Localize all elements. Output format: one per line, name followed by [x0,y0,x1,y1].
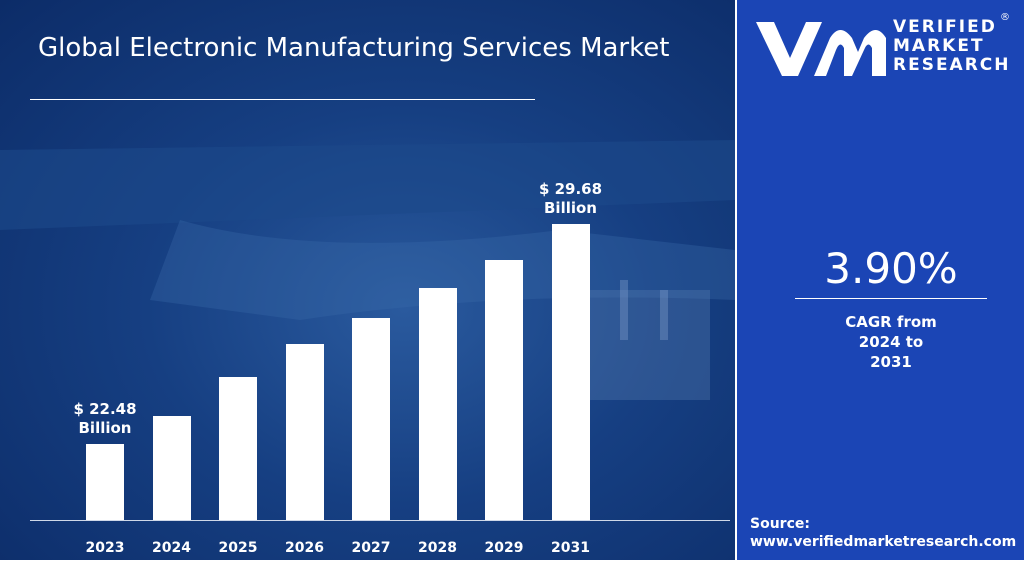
bar [551,224,590,520]
source-label: Source: [750,516,810,532]
logo-text: MARKET [893,36,985,56]
data-label: $ 22.48 Billion [73,400,137,438]
logo-mark [756,22,886,76]
x-tick-label: 2031 [551,540,590,556]
x-tick-label: 2024 [152,540,191,556]
bar [219,376,257,520]
bar [352,317,390,520]
bar [485,259,523,520]
bar [285,343,324,520]
logo-text: RESEARCH [893,55,1011,75]
logo-text: VERIFIED [893,17,997,37]
bar [152,416,191,520]
data-label: $ 29.68 Billion [538,180,603,218]
bar [86,444,124,520]
bar [418,287,457,520]
x-tick-label: 2029 [484,540,524,556]
cagr-value: 3.90% [824,244,958,293]
x-tick-label: 2026 [285,540,324,556]
baseline [30,520,730,521]
cagr-rule [795,298,987,299]
chart-title: Global Electronic Manufacturing Services… [38,33,670,63]
title-rule [30,99,535,100]
x-tick-label: 2027 [351,540,391,556]
x-tick-label: 2023 [85,540,125,556]
x-tick-label: 2028 [418,540,457,556]
sidebar [737,0,1024,560]
cagr-caption: CAGR from 2024 to 2031 [845,313,937,371]
x-tick-label: 2025 [218,540,258,556]
registered-mark: ® [1000,12,1010,23]
source-url: www.verifiedmarketresearch.com [750,534,1017,550]
